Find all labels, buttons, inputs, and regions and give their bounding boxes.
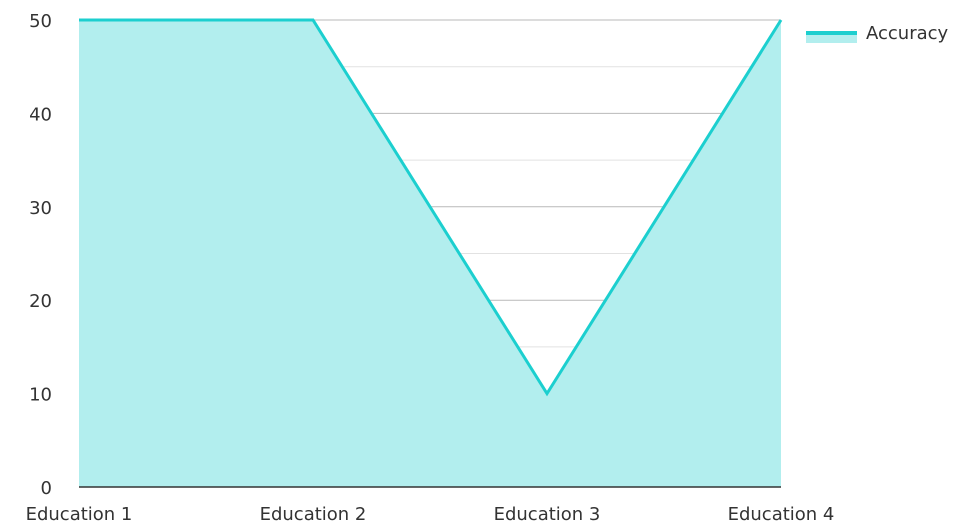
legend: Accuracy (806, 23, 949, 44)
y-tick-label: 50 (29, 11, 52, 32)
series-line-accuracy (79, 18, 783, 397)
y-tick-label: 40 (29, 104, 52, 125)
x-tick-label: Education 1 (26, 504, 133, 525)
y-tick-label: 0 (41, 478, 52, 499)
x-tick-label: Education 2 (260, 504, 367, 525)
y-tick-label: 30 (29, 198, 52, 219)
series-line-layer (79, 18, 783, 397)
x-tick-label: Education 3 (494, 504, 601, 525)
y-axis-ticks: 0 10 20 30 40 50 (29, 11, 52, 499)
legend-swatch-fill (806, 35, 857, 43)
x-tick-label: Education 4 (728, 504, 835, 525)
y-tick-label: 10 (29, 385, 52, 406)
area-fill-layer (79, 20, 781, 487)
legend-label-accuracy: Accuracy (866, 23, 949, 44)
area-fill-accuracy (79, 20, 781, 487)
y-tick-label: 20 (29, 291, 52, 312)
x-axis-ticks: Education 1 Education 2 Education 3 Educati… (26, 504, 835, 525)
